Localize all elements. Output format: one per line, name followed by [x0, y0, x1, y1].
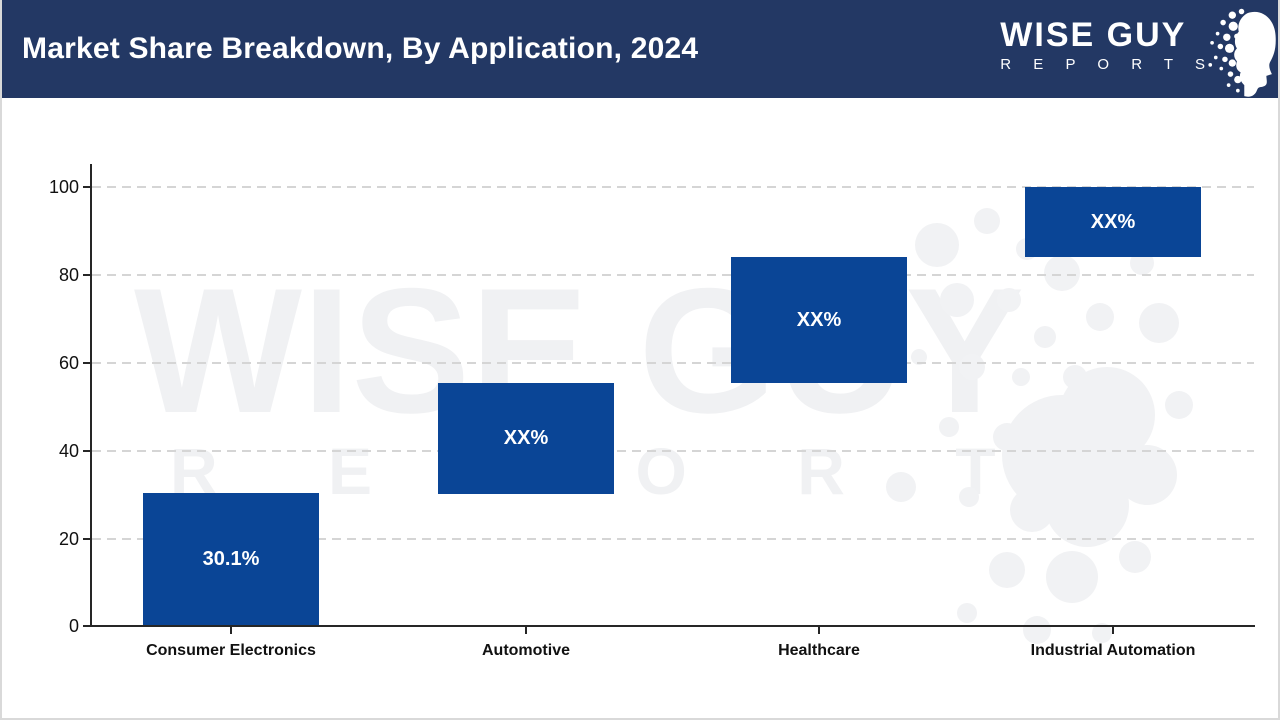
- y-tick-label: 20: [58, 529, 79, 549]
- x-tick: [230, 627, 232, 634]
- y-tick-label: 60: [58, 353, 79, 373]
- brand-logo: WISE GUY R E P O R T S: [1000, 17, 1214, 75]
- y-tick: [83, 625, 91, 627]
- gridline-40: [92, 450, 1254, 452]
- y-tick-label: 40: [58, 441, 79, 461]
- x-category-label: Healthcare: [778, 642, 860, 659]
- y-tick: [83, 186, 91, 188]
- x-axis-line: [90, 625, 1255, 627]
- y-tick: [83, 450, 91, 452]
- y-tick: [83, 362, 91, 364]
- y-axis-line: [90, 164, 92, 627]
- gridline-20: [92, 538, 1254, 540]
- bar-consumer-electronics: 30.1%: [143, 493, 319, 626]
- brand-subname: R E P O R T S: [1000, 56, 1214, 73]
- bar-value-label: XX%: [1090, 210, 1136, 233]
- bar-value-label: XX%: [503, 427, 549, 449]
- page-title: Market Share Breakdown, By Application, …: [22, 32, 699, 65]
- x-category-label: Industrial Automation: [1030, 642, 1196, 659]
- bar-industrial-automation: XX%: [1025, 187, 1201, 257]
- gridline-80: [92, 274, 1254, 276]
- bar-value-label: XX%: [796, 308, 842, 331]
- y-tick: [83, 274, 91, 276]
- bar-healthcare: XX%: [731, 257, 907, 383]
- bar-automotive: XX%: [438, 383, 614, 494]
- brand-name: WISE GUY: [1000, 16, 1187, 54]
- x-category-label: Automotive: [482, 642, 570, 659]
- x-tick: [1112, 627, 1114, 634]
- gridline-60: [92, 362, 1254, 364]
- x-category-label: Consumer Electronics: [146, 642, 316, 659]
- header-bar: Market Share Breakdown, By Application, …: [2, 0, 1278, 98]
- y-tick: [83, 538, 91, 540]
- y-tick-label: 80: [58, 265, 79, 285]
- y-tick-label: 0: [68, 616, 79, 636]
- x-tick: [818, 627, 820, 634]
- y-tick-label: 100: [48, 177, 79, 197]
- watermark-subtext: R E P O R T S: [170, 434, 1196, 508]
- gridline-100: [92, 186, 1254, 188]
- x-tick: [525, 627, 527, 634]
- wise-guy-head-icon: [1208, 8, 1276, 97]
- bar-value-label: 30.1%: [202, 548, 260, 570]
